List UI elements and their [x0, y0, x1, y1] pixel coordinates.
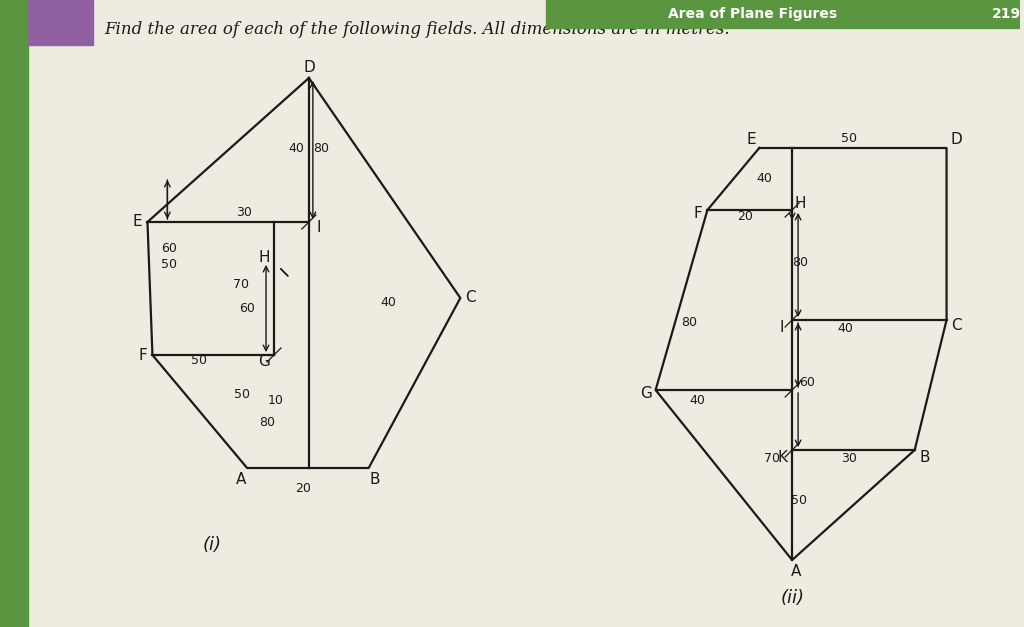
Text: 70: 70	[764, 451, 780, 465]
Text: 219: 219	[992, 7, 1021, 21]
Text: 50: 50	[191, 354, 207, 367]
Text: 40: 40	[381, 295, 396, 308]
Text: 40: 40	[689, 394, 706, 406]
Text: 60: 60	[162, 241, 177, 255]
Text: 30: 30	[841, 451, 857, 465]
Text: Find the area of each of the following fields. All dimensions are in metres.: Find the area of each of the following f…	[104, 21, 730, 38]
Text: H: H	[795, 196, 806, 211]
Text: K: K	[777, 450, 787, 465]
Text: 80: 80	[793, 255, 808, 268]
Text: 60: 60	[240, 302, 255, 315]
Text: G: G	[640, 386, 651, 401]
Text: E: E	[133, 214, 142, 229]
Text: 20: 20	[737, 211, 754, 223]
Text: F: F	[138, 347, 146, 362]
Text: 40: 40	[837, 322, 853, 334]
Text: 50: 50	[792, 493, 807, 507]
Text: 30: 30	[237, 206, 252, 219]
Text: B: B	[370, 472, 380, 487]
Text: I: I	[316, 219, 322, 234]
Text: (ii): (ii)	[780, 589, 804, 607]
Text: 80: 80	[682, 315, 697, 329]
Bar	[28, 0, 92, 45]
Text: 20: 20	[295, 482, 311, 495]
Text: C: C	[951, 319, 962, 334]
Text: A: A	[236, 472, 247, 487]
Text: 50: 50	[841, 132, 857, 144]
Text: I: I	[780, 320, 784, 334]
Text: (i): (i)	[203, 536, 222, 554]
Text: B: B	[920, 450, 930, 465]
Text: H: H	[258, 250, 269, 265]
Text: E: E	[746, 132, 756, 147]
Text: 80: 80	[313, 142, 329, 154]
Text: 40: 40	[288, 142, 304, 154]
Text: D: D	[303, 60, 314, 75]
Text: F: F	[693, 206, 701, 221]
Text: 10: 10	[268, 394, 284, 406]
Text: C: C	[465, 290, 475, 305]
Text: 60: 60	[799, 376, 815, 389]
Text: 40: 40	[757, 172, 772, 184]
Bar	[0, 0, 28, 627]
Text: 80: 80	[259, 416, 275, 428]
Text: 70: 70	[233, 278, 249, 292]
Text: G: G	[258, 354, 270, 369]
Bar	[546, 0, 1020, 28]
Text: 50: 50	[162, 258, 177, 271]
Text: D: D	[950, 132, 963, 147]
Text: Area of Plane Figures: Area of Plane Figures	[668, 7, 837, 21]
Text: 50: 50	[234, 389, 250, 401]
Text: A: A	[791, 564, 802, 579]
